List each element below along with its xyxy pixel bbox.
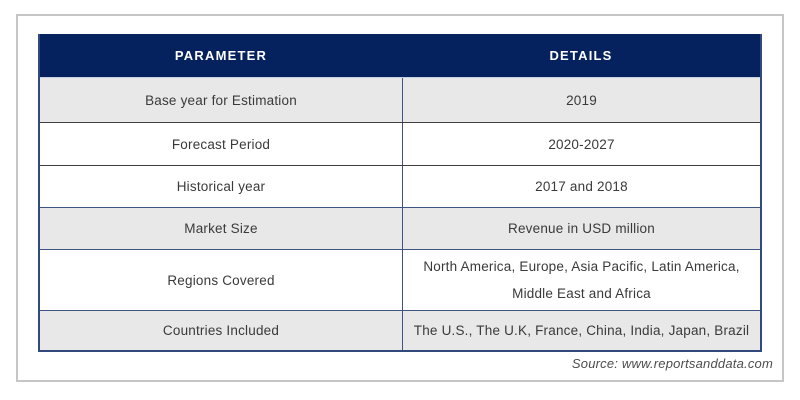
cell-details: 2017 and 2018 — [402, 166, 760, 207]
cell-details: 2020-2027 — [402, 123, 760, 165]
cell-details: North America, Europe, Asia Pacific, Lat… — [402, 250, 760, 310]
header-parameter: PARAMETER — [174, 48, 268, 63]
cell-parameter: Historical year — [176, 179, 266, 194]
regions-text: North America, Europe, Asia Pacific, Lat… — [423, 259, 740, 301]
cell-parameter: Countries Included — [162, 323, 280, 338]
table-row-historical-year: Historical year 2017 and 2018 — [40, 165, 760, 207]
cell-parameter: Forecast Period — [171, 136, 271, 152]
table-header-row: PARAMETER DETAILS — [40, 34, 760, 77]
source-attribution: Source: www.reportsanddata.com — [571, 356, 773, 371]
table-row-forecast-period: Forecast Period 2020-2027 — [40, 122, 760, 165]
report-scope-table: PARAMETER DETAILS Base year for Estimati… — [38, 34, 762, 352]
table-row-regions-covered: Regions Covered North America, Europe, A… — [40, 249, 760, 310]
page-frame: PARAMETER DETAILS Base year for Estimati… — [16, 14, 784, 382]
header-details: DETAILS — [549, 48, 613, 63]
cell-parameter: Base year for Estimation — [145, 92, 297, 108]
table-row-market-size: Market Size Revenue in USD million — [40, 207, 760, 249]
table-row-countries-included: Countries Included The U.S., The U.K, Fr… — [40, 310, 760, 350]
cell-details: The U.S., The U.K, France, China, India,… — [402, 311, 760, 350]
table-row-base-year: Base year for Estimation 2019 — [40, 77, 760, 122]
cell-details: 2019 — [402, 78, 760, 122]
cell-parameter: Market Size — [184, 221, 258, 236]
cell-details: Revenue in USD million — [402, 208, 760, 249]
cell-parameter: Regions Covered — [167, 272, 275, 288]
